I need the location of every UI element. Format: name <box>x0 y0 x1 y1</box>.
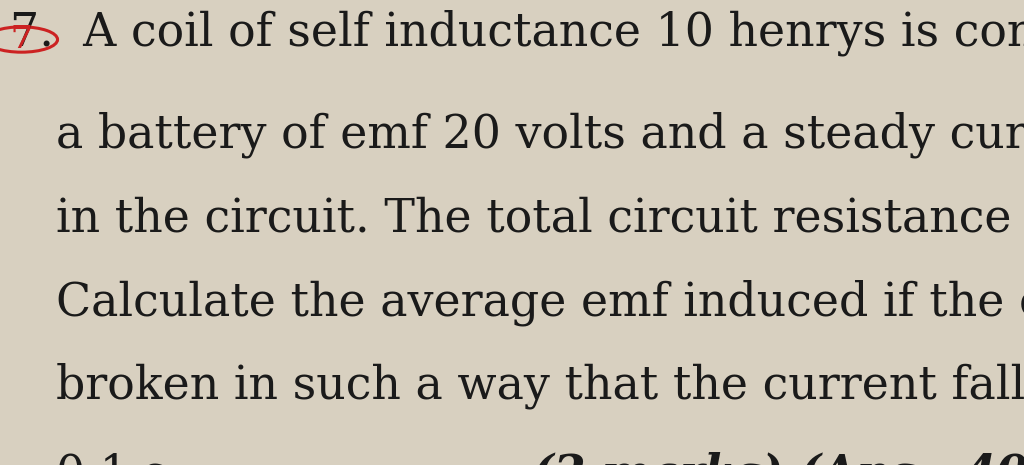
Text: in the circuit. The total circuit resistance is 5 oh: in the circuit. The total circuit resist… <box>56 197 1024 242</box>
Text: Calculate the average emf induced if the circui: Calculate the average emf induced if the… <box>56 279 1024 326</box>
Text: 0.1 s.: 0.1 s. <box>56 452 182 465</box>
Text: (2 marks) (Ans.  400: (2 marks) (Ans. 400 <box>532 452 1024 465</box>
Text: a battery of emf 20 volts and a steady current ex: a battery of emf 20 volts and a steady c… <box>56 112 1024 158</box>
Text: 7.  A coil of self inductance 10 henrys is connecte: 7. A coil of self inductance 10 henrys i… <box>10 9 1024 56</box>
Text: broken in such a way that the current falls to zer: broken in such a way that the current fa… <box>56 363 1024 409</box>
Text: 7: 7 <box>10 24 33 55</box>
